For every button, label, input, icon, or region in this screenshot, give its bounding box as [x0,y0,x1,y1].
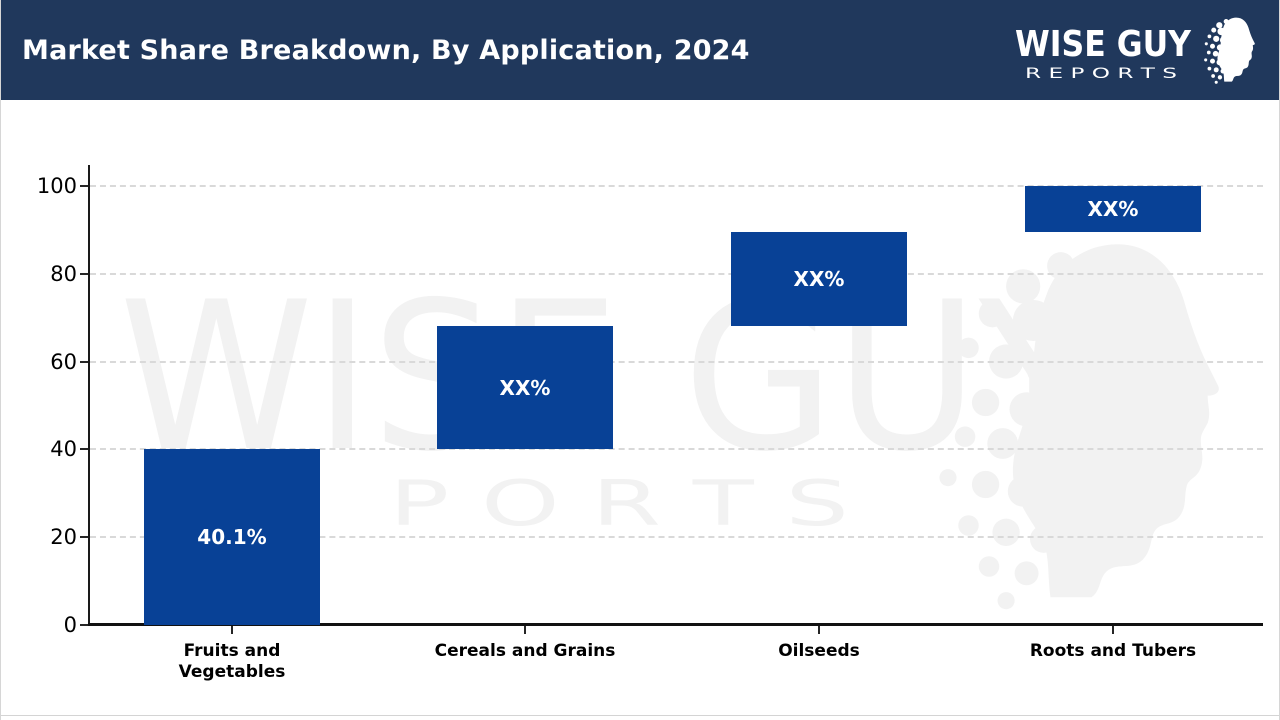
y-tick-label: 80 [50,261,77,286]
bar-value-label: XX% [793,267,845,292]
y-tick-mark [80,272,88,275]
bar: XX% [1025,186,1201,233]
bar-value-label: XX% [1087,197,1139,222]
gridline [90,185,1263,187]
bar: XX% [731,232,907,327]
x-tick-label: Cereals and Grains [434,641,616,661]
y-tick-label: 20 [50,525,77,550]
y-tick-mark [80,360,88,363]
y-tick-label: 100 [36,174,77,198]
x-tick-mark [1112,626,1114,634]
y-tick-mark [80,448,88,451]
x-tick-mark [231,626,233,634]
wise-guy-reports-logo: WISE GUY R E P O R T S [1013,6,1263,94]
page-title: Market Share Breakdown, By Application, … [22,34,750,66]
bar: XX% [437,326,613,449]
chart-area: WISE GUY P O R T S 0 20 40 60 80 100 40.1% XX%… [1,100,1279,716]
y-tick-label: 40 [50,437,77,462]
logo-wiseguy-text: WISE GUY [1015,24,1192,65]
gridline [90,448,1263,451]
gridline [90,360,1263,363]
x-tick-label: Oilseeds [778,641,860,661]
x-tick-mark [818,626,820,634]
y-axis-spine [88,165,90,626]
logo-face-icon [1204,17,1255,84]
gridline [90,272,1263,275]
bar-value-label: XX% [499,375,551,400]
y-tick-label: 60 [50,349,77,374]
bar-value-label: 40.1% [197,524,267,549]
gridline [90,536,1263,539]
y-tick-mark [80,536,88,539]
x-tick-label: Roots and Tubers [1029,641,1197,661]
y-tick-mark [80,624,88,626]
x-axis-spine [88,623,1263,626]
y-tick-label: 0 [63,613,77,637]
header: Market Share Breakdown, By Application, … [1,0,1279,100]
bottom-rule [1,715,1279,716]
bar: 40.1% [144,448,320,625]
x-tick-label: Fruits and Vegetables [178,641,286,682]
logo-reports-text: R E P O R T S [1025,66,1177,82]
x-tick-mark [524,626,526,634]
y-tick-mark [80,185,88,187]
